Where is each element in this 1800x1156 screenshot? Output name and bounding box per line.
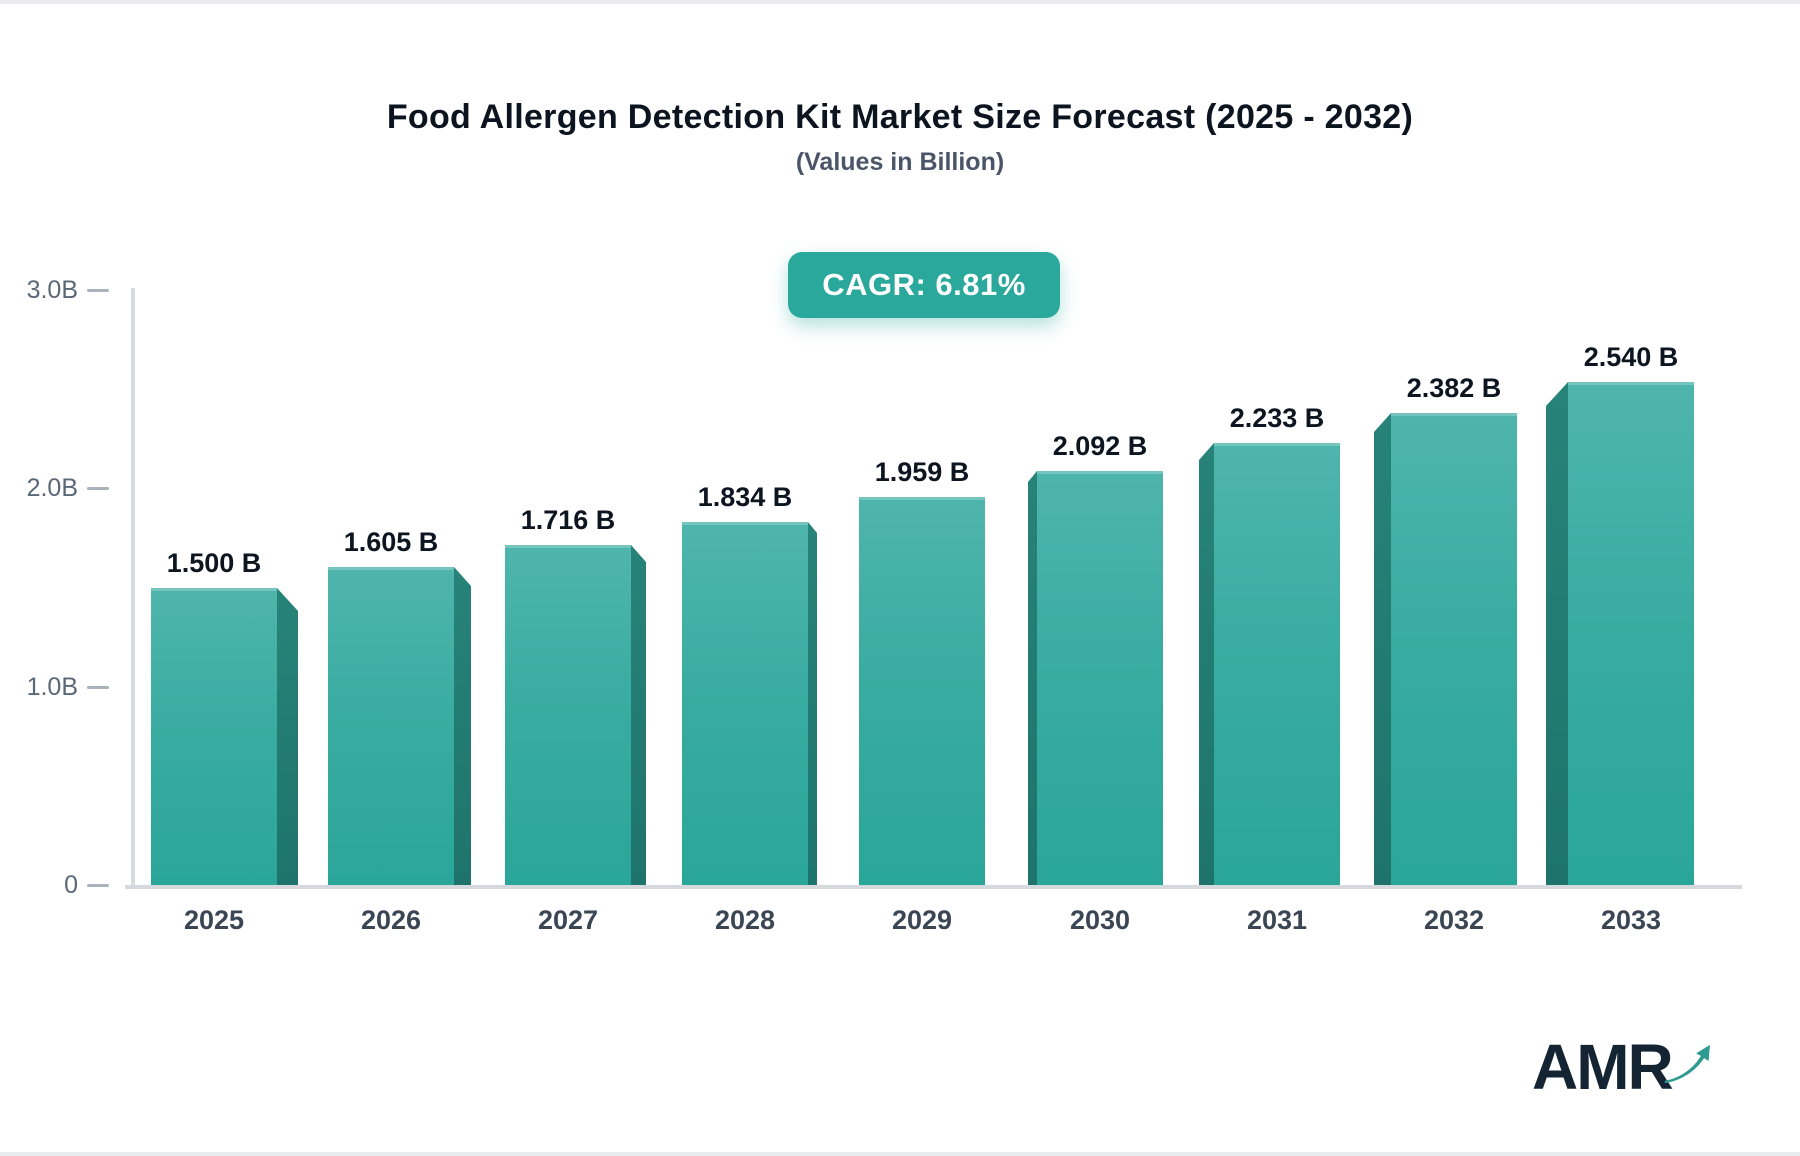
bar-value-label: 2.382 B xyxy=(1406,373,1502,403)
bar-2029: 1.959 B 2029 xyxy=(859,457,985,935)
bar-2025: 1.500 B 2025 xyxy=(151,548,298,935)
bar-face xyxy=(151,588,277,885)
x-axis-label: 2027 xyxy=(537,905,599,935)
bar-2033: 2.540 B 2033 xyxy=(1546,342,1694,935)
bar-value-label: 2.540 B xyxy=(1583,342,1679,372)
bar-value-label: 1.500 B xyxy=(166,548,262,578)
bar-3d-side xyxy=(454,567,471,885)
cagr-badge: CAGR: 6.81% xyxy=(788,252,1060,318)
bar-3d-side xyxy=(277,588,298,885)
x-axis-label: 2025 xyxy=(183,905,245,935)
bar-2032: 2.382 B 2032 xyxy=(1374,373,1517,935)
bar-face xyxy=(1568,382,1694,885)
amr-logo-text: AMR xyxy=(1532,1031,1674,1103)
y-tick-label: 2.0B xyxy=(26,474,78,502)
y-axis-tick: 3.0B xyxy=(0,276,130,304)
bar-2030: 2.092 B 2030 xyxy=(1028,431,1163,935)
amr-logo: AMR xyxy=(1532,1032,1712,1112)
page-top-border xyxy=(0,0,1800,4)
y-tick-dash xyxy=(87,487,109,490)
bar-2026: 1.605 B 2026 xyxy=(328,527,471,935)
bar-3d-side xyxy=(808,522,817,885)
cagr-badge-label: CAGR: 6.81% xyxy=(822,267,1026,302)
y-axis-line xyxy=(131,288,135,889)
y-tick-dash xyxy=(87,289,109,292)
bar-value-label: 1.605 B xyxy=(343,527,439,557)
y-tick-dash xyxy=(87,884,109,887)
bar-3d-side xyxy=(631,545,646,885)
x-axis-label: 2030 xyxy=(1069,905,1131,935)
bar-face xyxy=(1214,443,1340,885)
bar-3d-side xyxy=(1199,443,1214,885)
y-tick-label: 1.0B xyxy=(26,673,78,701)
x-axis-baseline xyxy=(125,885,1742,889)
chart-title: Food Allergen Detection Kit Market Size … xyxy=(386,98,1414,136)
page-bottom-border xyxy=(0,1152,1800,1156)
bar-2028: 1.834 B 2028 xyxy=(682,482,817,935)
bar-face xyxy=(1391,413,1517,885)
x-axis-label: 2028 xyxy=(714,905,776,935)
bar-face xyxy=(682,522,808,885)
y-tick-label: 0 xyxy=(64,871,78,899)
y-tick-label: 3.0B xyxy=(26,276,78,304)
y-tick-dash xyxy=(87,686,109,689)
bar-value-label: 1.959 B xyxy=(874,457,970,487)
bar-face xyxy=(859,497,985,885)
bar-2027: 1.716 B 2027 xyxy=(505,505,646,935)
bar-value-label: 1.834 B xyxy=(697,482,793,512)
bar-3d-side xyxy=(1374,413,1391,885)
x-axis-label: 2031 xyxy=(1246,905,1308,935)
y-axis-tick: 0 xyxy=(0,871,130,899)
x-axis-label: 2032 xyxy=(1423,905,1485,935)
bar-3d-side xyxy=(1028,471,1037,885)
bar-value-label: 2.233 B xyxy=(1229,403,1325,433)
amr-growth-arrow-icon xyxy=(1664,1044,1710,1084)
bar-face xyxy=(505,545,631,885)
bar-face xyxy=(328,567,454,885)
bar-face xyxy=(1037,471,1163,885)
x-axis-label: 2033 xyxy=(1600,905,1662,935)
bar-value-label: 2.092 B xyxy=(1052,431,1148,461)
bar-2031: 2.233 B 2031 xyxy=(1199,403,1340,935)
chart-subtitle: (Values in Billion) xyxy=(795,148,1005,176)
x-axis-label: 2026 xyxy=(360,905,422,935)
y-axis-tick: 1.0B xyxy=(0,673,130,701)
y-axis-tick: 2.0B xyxy=(0,474,130,502)
x-axis-label: 2029 xyxy=(891,905,953,935)
bar-value-label: 1.716 B xyxy=(520,505,616,535)
bar-3d-side xyxy=(1546,382,1568,885)
